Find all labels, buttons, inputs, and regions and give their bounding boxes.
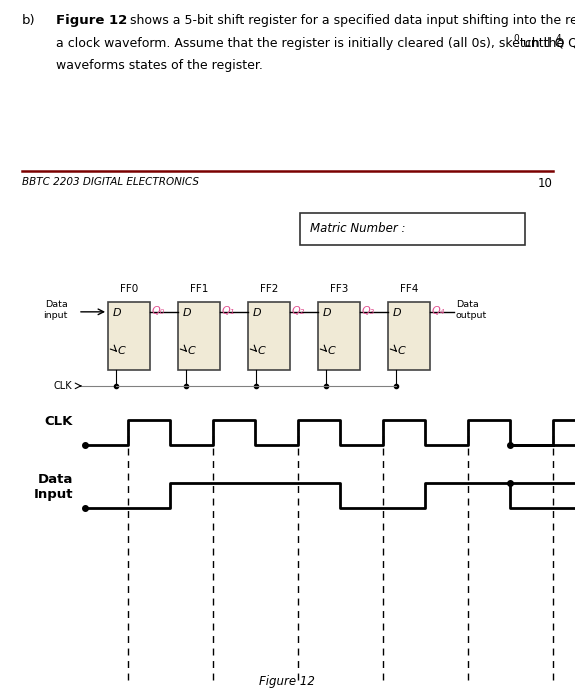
Text: Q₁: Q₁ (222, 306, 235, 316)
Bar (300, 213, 525, 245)
Text: C: C (118, 346, 126, 356)
Text: D: D (393, 308, 401, 318)
Text: FF0: FF0 (120, 284, 138, 294)
Text: FF4: FF4 (400, 284, 418, 294)
Text: 10: 10 (538, 177, 553, 190)
Bar (318, 302, 360, 370)
Text: Data
output: Data output (456, 300, 487, 319)
Text: Data
Input: Data Input (33, 473, 73, 501)
Text: Figure 12: Figure 12 (56, 14, 127, 27)
Text: b): b) (22, 14, 36, 27)
Text: Q₂: Q₂ (292, 306, 305, 316)
Text: FF2: FF2 (260, 284, 278, 294)
Text: 4: 4 (556, 34, 562, 43)
Text: BBTC 2203 DIGITAL ELECTRONICS: BBTC 2203 DIGITAL ELECTRONICS (22, 177, 199, 187)
Text: C: C (328, 346, 336, 356)
Bar (388, 302, 430, 370)
Text: CLK: CLK (45, 415, 73, 428)
Text: C: C (188, 346, 196, 356)
Text: Figure 12: Figure 12 (259, 675, 315, 688)
Bar (108, 302, 150, 370)
Text: C: C (398, 346, 406, 356)
Text: Q₀: Q₀ (152, 306, 165, 316)
Text: D: D (113, 308, 122, 318)
Text: until Q: until Q (519, 37, 565, 50)
Text: D: D (183, 308, 191, 318)
Bar (248, 302, 290, 370)
Text: Q₃: Q₃ (362, 306, 375, 316)
Text: Matric Number :: Matric Number : (310, 223, 405, 235)
Text: Data
input: Data input (44, 300, 68, 319)
Text: CLK: CLK (53, 381, 72, 391)
Text: FF3: FF3 (330, 284, 348, 294)
Text: D: D (323, 308, 332, 318)
Text: Q₄: Q₄ (432, 306, 445, 316)
Bar (178, 302, 220, 370)
Text: a clock waveform. Assume that the register is initially cleared (all 0s), sketch: a clock waveform. Assume that the regist… (56, 37, 575, 50)
Text: FF1: FF1 (190, 284, 208, 294)
Text: D: D (253, 308, 262, 318)
Text: waveforms states of the register.: waveforms states of the register. (56, 59, 263, 72)
Text: C: C (258, 346, 266, 356)
Text: shows a 5-bit shift register for a specified data input shifting into the regist: shows a 5-bit shift register for a speci… (130, 14, 575, 27)
Text: 0: 0 (513, 34, 519, 43)
